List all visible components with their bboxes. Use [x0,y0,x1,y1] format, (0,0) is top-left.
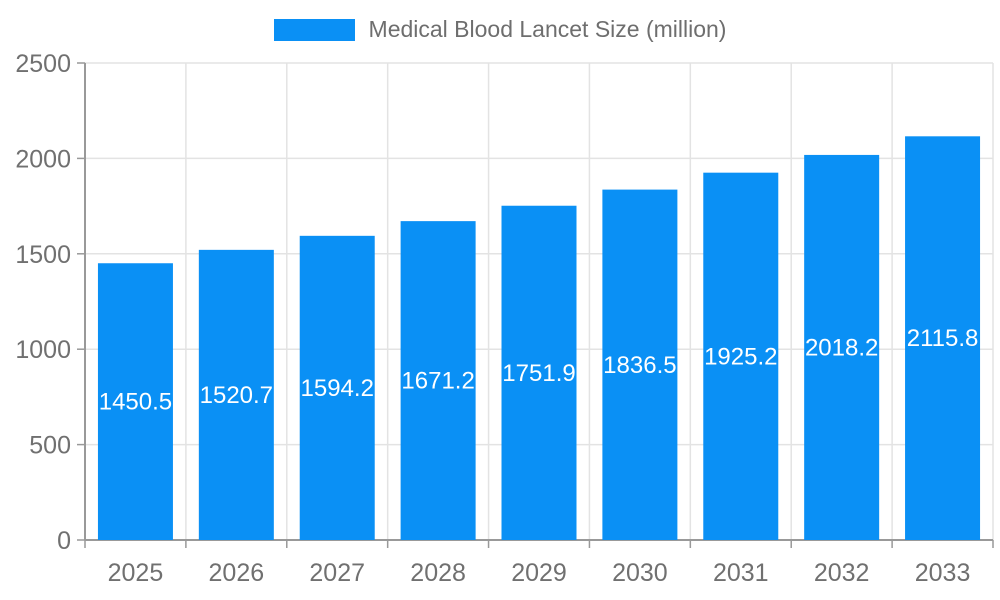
bar-2029[interactable] [501,205,577,540]
bar-value-label: 1751.9 [502,360,575,387]
bar-2030[interactable] [602,189,678,540]
bar-2025[interactable] [97,263,173,540]
x-axis-category-label: 2031 [713,559,769,587]
y-axis-tick-label: 2500 [15,50,71,78]
x-axis-category-label: 2027 [309,559,365,587]
y-axis-tick-label: 0 [57,527,71,555]
y-axis-tick-label: 1500 [15,241,71,269]
y-axis-tick-label: 1000 [15,336,71,364]
bar-value-label: 1450.5 [99,389,172,416]
chart-legend[interactable]: Medical Blood Lancet Size (million) [0,16,1000,43]
bar-2031[interactable] [703,172,779,540]
bar-value-label: 2018.2 [805,334,878,361]
bar-value-label: 1671.2 [401,368,474,395]
x-axis-category-label: 2029 [511,559,567,587]
bar-2033[interactable] [905,136,981,540]
bar-value-label: 1925.2 [704,343,777,370]
bar-2028[interactable] [400,221,476,540]
bar-value-label: 1836.5 [603,352,676,379]
bar-value-label: 2115.8 [907,325,979,352]
x-axis-category-label: 2032 [814,559,870,587]
bar-2032[interactable] [804,154,880,541]
x-axis-category-label: 2028 [410,559,466,587]
legend-label: Medical Blood Lancet Size (million) [368,16,727,42]
legend-swatch [273,18,355,41]
y-axis-tick-label: 500 [29,432,71,460]
bar-2027[interactable] [299,235,375,540]
bar-value-label: 1594.2 [301,375,374,402]
bar-value-label: 1520.7 [200,382,273,409]
bar-2026[interactable] [198,249,274,540]
x-axis-category-label: 2033 [915,559,971,587]
x-axis-category-label: 2030 [612,559,668,587]
x-axis-category-label: 2026 [209,559,265,587]
x-axis-category-label: 2025 [108,559,164,587]
y-axis-tick-label: 2000 [15,145,71,173]
